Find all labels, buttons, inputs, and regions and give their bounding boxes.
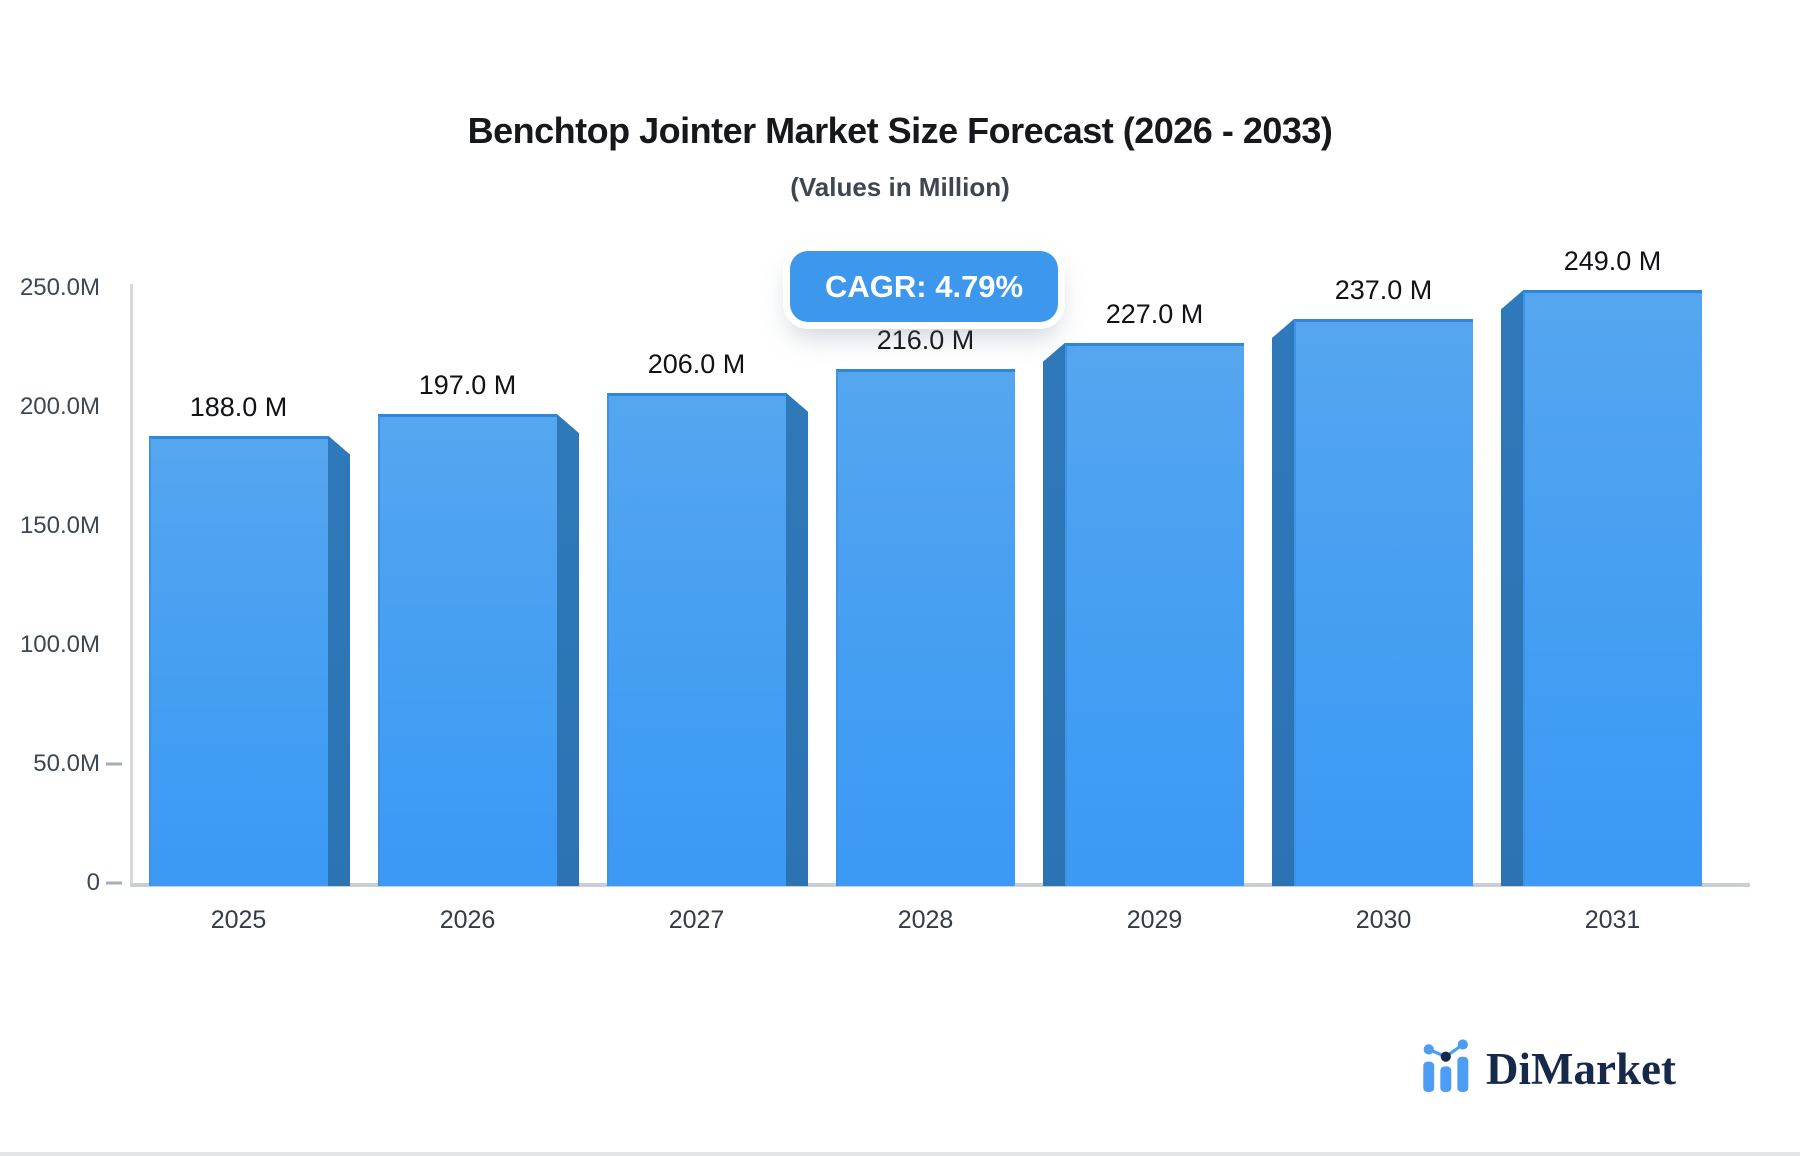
bar-chart-icon (1423, 1039, 1469, 1092)
bar-3d-side (1272, 318, 1294, 886)
y-tick-label: 150.0M (19, 512, 100, 539)
bar-2028 (836, 368, 1015, 886)
bar-value-label: 216.0 M (876, 324, 975, 355)
bar-3d-side (1501, 290, 1523, 886)
x-axis-label: 2027 (668, 906, 725, 934)
y-tick-dash (106, 881, 122, 885)
bar-2025 (149, 435, 328, 886)
x-axis-label: 2029 (1126, 906, 1183, 934)
bar-value-label: 206.0 M (647, 348, 746, 379)
brand-logo: DiMarket (1420, 1036, 1676, 1092)
bar-value-label: 197.0 M (418, 370, 517, 401)
y-tick-label: 50.0M (33, 750, 100, 777)
x-axis-label: 2031 (1584, 906, 1641, 934)
y-tick-label: 100.0M (19, 631, 100, 658)
chart-subtitle: (Values in Million) (790, 172, 1010, 202)
bar-value-label: 227.0 M (1105, 298, 1204, 329)
y-axis-line (130, 284, 133, 885)
x-axis-label: 2025 (210, 906, 267, 934)
page-bottom-edge (0, 1152, 1800, 1156)
bar-2026 (378, 414, 557, 886)
x-axis-label: 2026 (439, 906, 496, 934)
x-axis-label: 2028 (897, 906, 954, 934)
bar-3d-side (1043, 342, 1065, 886)
brand-logo-text: DiMarket (1486, 1044, 1676, 1094)
bar-3d-side (328, 435, 350, 886)
bar-3d-side (786, 392, 808, 886)
cagr-badge: CAGR: 4.79% (790, 251, 1059, 322)
y-tick-label: 250.0M (19, 274, 100, 301)
bar-2030 (1294, 318, 1473, 886)
bar-3d-side (557, 414, 579, 886)
bar-value-label: 249.0 M (1563, 246, 1662, 277)
y-tick-dash (106, 762, 122, 766)
bar-2027 (607, 392, 786, 886)
bar-value-label: 188.0 M (189, 391, 288, 422)
x-axis-label: 2030 (1355, 906, 1412, 934)
chart-title: Benchtop Jointer Market Size Forecast (2… (467, 110, 1333, 151)
y-tick-label: 0 (86, 869, 100, 896)
bar-value-label: 237.0 M (1334, 274, 1433, 305)
y-tick-label: 200.0M (19, 393, 100, 420)
bar-2031 (1523, 290, 1702, 886)
bar-2029 (1065, 342, 1244, 886)
